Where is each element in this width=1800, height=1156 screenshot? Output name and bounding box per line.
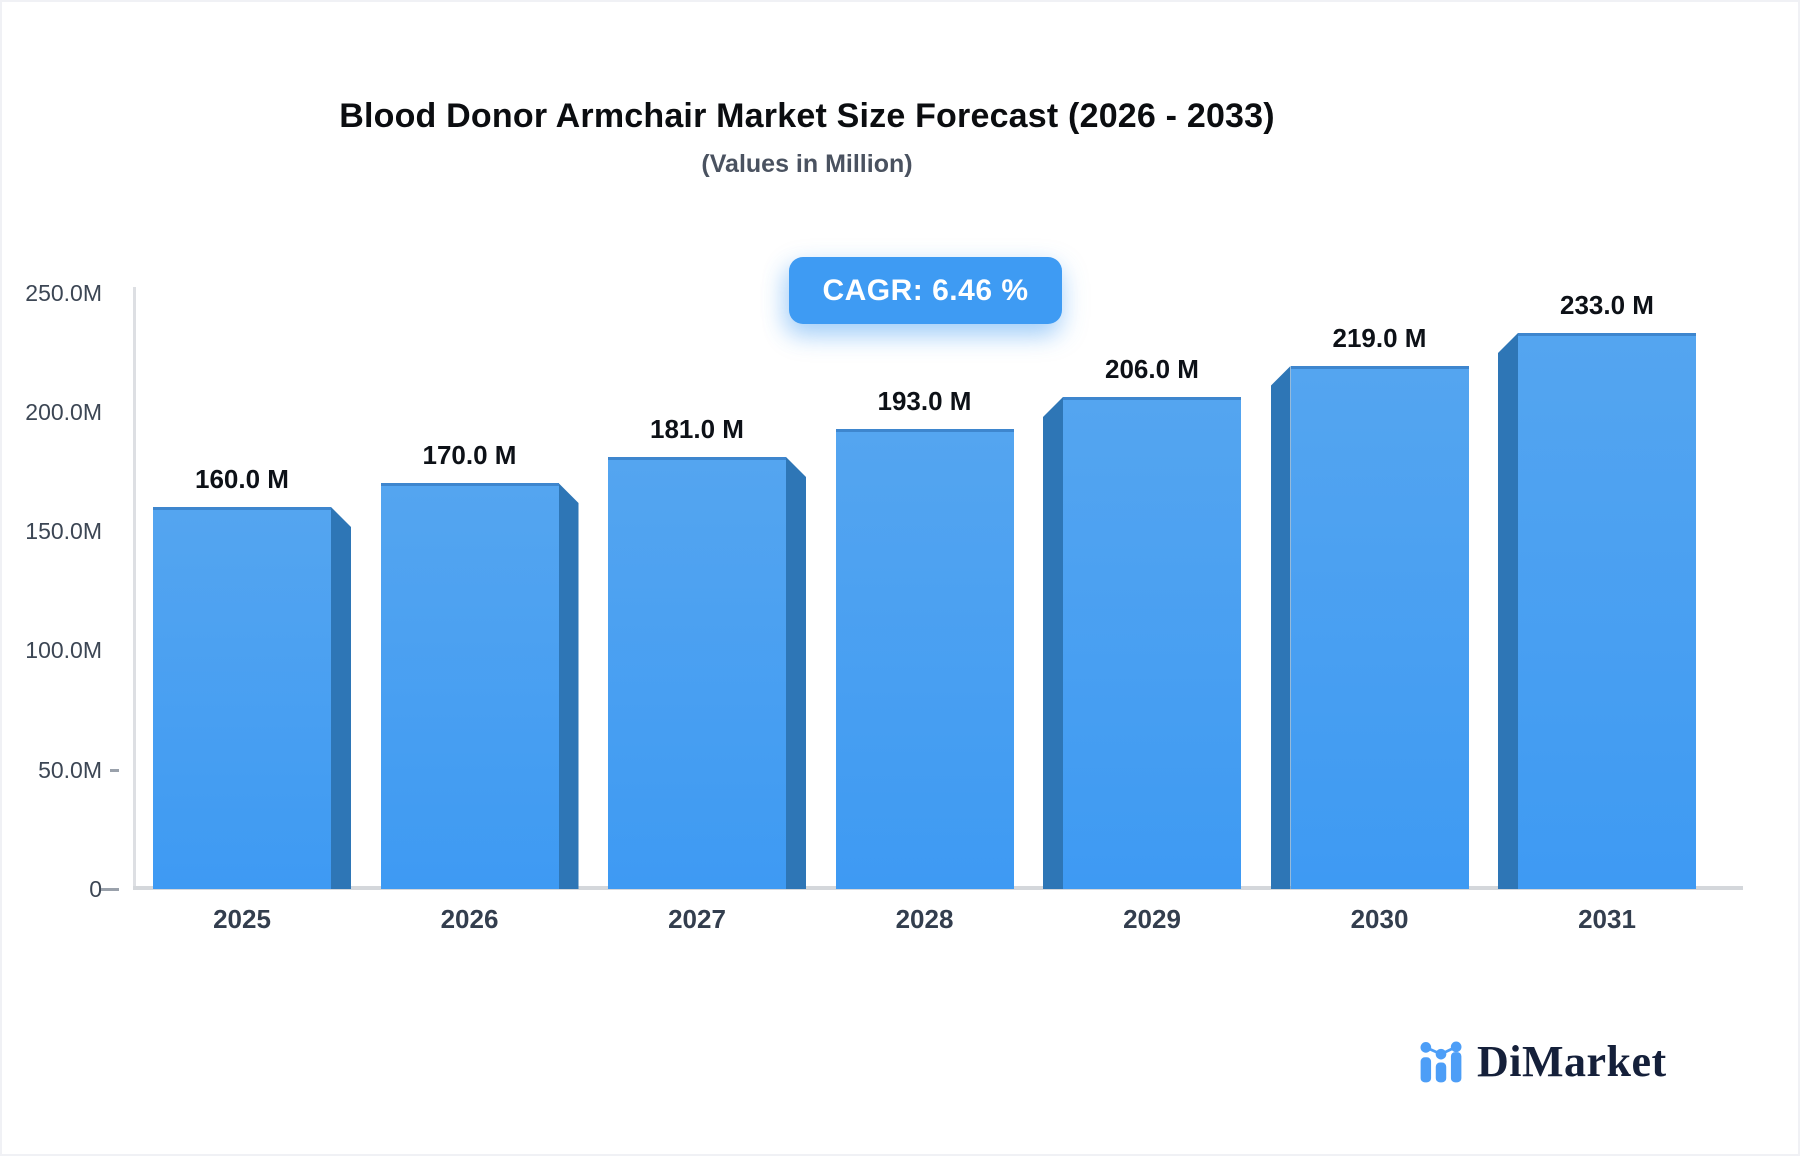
bar-value-label: 170.0 M xyxy=(422,440,517,470)
y-axis-label: 200.0M xyxy=(25,398,102,425)
bar-side-shadow xyxy=(1270,366,1291,889)
x-axis-label: 2031 xyxy=(1578,904,1636,934)
bar-side-shadow xyxy=(1498,333,1518,889)
bar-side-shadow xyxy=(786,457,806,889)
dimarket-logo-icon xyxy=(1420,1041,1462,1083)
y-axis-label: 100.0M xyxy=(25,637,102,664)
y-axis-label: 150.0M xyxy=(25,518,102,545)
bar-2026[interactable] xyxy=(380,483,559,889)
bar-side-shadow xyxy=(1043,397,1063,889)
brand-logo: DiMarket xyxy=(1418,1040,1667,1084)
y-axis-line xyxy=(133,287,136,889)
cagr-badge-label: CAGR: 6.46 % xyxy=(822,273,1029,307)
chart-title: Blood Donor Armchair Market Size Forecas… xyxy=(339,97,1275,135)
bar-value-label: 206.0 M xyxy=(1105,354,1199,384)
cagr-badge: CAGR: 6.46 % xyxy=(789,257,1062,324)
bar-value-label: 181.0 M xyxy=(650,414,744,444)
bar-value-label: 219.0 M xyxy=(1332,323,1427,353)
bar-2028[interactable] xyxy=(835,429,1014,889)
bar-2027[interactable] xyxy=(608,457,786,889)
y-axis-label: 50.0M xyxy=(38,756,102,783)
x-axis-label: 2028 xyxy=(895,904,954,934)
x-axis-label: 2029 xyxy=(1123,904,1181,934)
x-axis-label: 2026 xyxy=(440,904,499,934)
bar-2029[interactable] xyxy=(1063,397,1241,889)
y-axis-tick xyxy=(110,768,119,772)
x-axis-label: 2025 xyxy=(213,904,271,934)
chart-subtitle: (Values in Million) xyxy=(701,150,913,178)
bar-side-shadow xyxy=(331,507,351,889)
bar-2031[interactable] xyxy=(1518,333,1696,889)
bar-value-label: 193.0 M xyxy=(877,386,972,416)
bar-value-label: 160.0 M xyxy=(195,464,289,494)
brand-name: DiMarket xyxy=(1477,1037,1667,1086)
bar-side-shadow xyxy=(558,483,579,889)
bar-2025[interactable] xyxy=(153,507,331,889)
y-axis-tick xyxy=(101,888,119,891)
y-axis-label: 250.0M xyxy=(25,279,102,306)
x-axis-label: 2030 xyxy=(1350,904,1409,934)
x-axis-label: 2027 xyxy=(668,904,726,934)
y-axis-label: 0 xyxy=(89,876,102,902)
bar-value-label: 233.0 M xyxy=(1560,290,1654,320)
bar-2030[interactable] xyxy=(1290,366,1469,889)
